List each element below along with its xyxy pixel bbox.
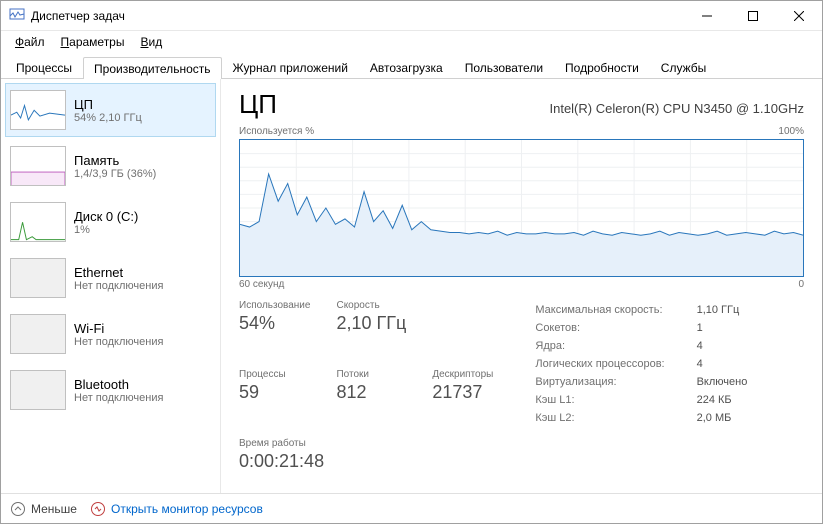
thumb-icon bbox=[10, 314, 66, 354]
usage-label: Использование bbox=[239, 300, 310, 311]
tab-5[interactable]: Подробности bbox=[554, 56, 650, 78]
menu-options[interactable]: Параметры bbox=[53, 33, 133, 51]
stat-key: Максимальная скорость: bbox=[535, 302, 694, 318]
stat-key: Ядра: bbox=[535, 338, 694, 354]
sidebar-item-title: Диск 0 (C:) bbox=[74, 209, 138, 224]
sidebar-item-sub: Нет подключения bbox=[74, 336, 163, 348]
menubar: Файл Параметры Вид bbox=[1, 31, 822, 53]
sidebar-item-4[interactable]: Wi-FiНет подключения bbox=[5, 307, 216, 361]
uptime-value: 0:00:21:48 bbox=[239, 451, 804, 472]
resmon-icon bbox=[91, 502, 105, 516]
sidebar-item-title: Wi-Fi bbox=[74, 321, 163, 336]
sidebar-item-title: Ethernet bbox=[74, 265, 163, 280]
thumb-icon bbox=[10, 146, 66, 186]
app-icon bbox=[9, 8, 25, 24]
stat-val: 4 bbox=[697, 338, 748, 354]
thumb-icon bbox=[10, 202, 66, 242]
processes-label: Процессы bbox=[239, 369, 310, 380]
stat-key: Кэш L2: bbox=[535, 410, 694, 426]
cpu-chart bbox=[239, 139, 804, 277]
menu-view[interactable]: Вид bbox=[132, 33, 170, 51]
stat-val: 1 bbox=[697, 320, 748, 336]
stat-val: 4 bbox=[697, 356, 748, 372]
thumb-icon bbox=[10, 258, 66, 298]
tab-1[interactable]: Производительность bbox=[83, 57, 221, 79]
sidebar-item-sub: 1% bbox=[74, 224, 138, 236]
content: ЦП54% 2,10 ГГцПамять1,4/3,9 ГБ (36%)Диск… bbox=[1, 79, 822, 493]
close-button[interactable] bbox=[776, 1, 822, 31]
sidebar-item-0[interactable]: ЦП54% 2,10 ГГц bbox=[5, 83, 216, 137]
handles-value: 21737 bbox=[432, 382, 493, 403]
cpu-name: Intel(R) Celeron(R) CPU N3450 @ 1.10GHz bbox=[549, 101, 804, 116]
main-panel: ЦП Intel(R) Celeron(R) CPU N3450 @ 1.10G… bbox=[221, 79, 822, 493]
sidebar-item-1[interactable]: Память1,4/3,9 ГБ (36%) bbox=[5, 139, 216, 193]
tabs: ПроцессыПроизводительностьЖурнал приложе… bbox=[1, 53, 822, 79]
resource-monitor-link[interactable]: Открыть монитор ресурсов bbox=[91, 502, 263, 516]
chart-x-right: 0 bbox=[798, 279, 804, 290]
footer: Меньше Открыть монитор ресурсов bbox=[1, 493, 822, 523]
usage-value: 54% bbox=[239, 313, 310, 334]
sidebar-item-title: Bluetooth bbox=[74, 377, 163, 392]
threads-label: Потоки bbox=[336, 369, 406, 380]
sidebar-item-title: Память bbox=[74, 153, 156, 168]
maximize-button[interactable] bbox=[730, 1, 776, 31]
tab-6[interactable]: Службы bbox=[650, 56, 717, 78]
stat-key: Логических процессоров: bbox=[535, 356, 694, 372]
stat-val: 2,0 МБ bbox=[697, 410, 748, 426]
fewer-details-link[interactable]: Меньше bbox=[11, 502, 77, 516]
main-title: ЦП bbox=[239, 89, 277, 120]
sidebar-item-sub: 54% 2,10 ГГц bbox=[74, 112, 142, 124]
sidebar-item-2[interactable]: Диск 0 (C:)1% bbox=[5, 195, 216, 249]
sidebar-item-sub: 1,4/3,9 ГБ (36%) bbox=[74, 168, 156, 180]
stats: Использование 54% Скорость 2,10 ГГц Процес… bbox=[239, 300, 804, 428]
sidebar-item-3[interactable]: EthernetНет подключения bbox=[5, 251, 216, 305]
stat-key: Кэш L1: bbox=[535, 392, 694, 408]
chart-y-right: 100% bbox=[778, 126, 804, 137]
titlebar: Диспетчер задач bbox=[1, 1, 822, 31]
chart-y-left: Используется % bbox=[239, 126, 314, 137]
window-title: Диспетчер задач bbox=[31, 9, 684, 23]
sidebar-item-title: ЦП bbox=[74, 97, 142, 112]
sidebar: ЦП54% 2,10 ГГцПамять1,4/3,9 ГБ (36%)Диск… bbox=[1, 79, 221, 493]
minimize-button[interactable] bbox=[684, 1, 730, 31]
tab-0[interactable]: Процессы bbox=[5, 56, 83, 78]
stat-key: Виртуализация: bbox=[535, 374, 694, 390]
tab-2[interactable]: Журнал приложений bbox=[222, 56, 359, 78]
handles-label: Дескрипторы bbox=[432, 369, 493, 380]
speed-value: 2,10 ГГц bbox=[336, 313, 406, 334]
uptime-label: Время работы bbox=[239, 438, 804, 449]
stats-right: Максимальная скорость:1,10 ГГцСокетов:1Я… bbox=[533, 300, 749, 428]
thumb-icon bbox=[10, 370, 66, 410]
tab-4[interactable]: Пользователи bbox=[454, 56, 554, 78]
sidebar-item-sub: Нет подключения bbox=[74, 280, 163, 292]
speed-label: Скорость bbox=[336, 300, 406, 311]
sidebar-item-5[interactable]: BluetoothНет подключения bbox=[5, 363, 216, 417]
stat-val: Включено bbox=[697, 374, 748, 390]
thumb-icon bbox=[10, 90, 66, 130]
threads-value: 812 bbox=[336, 382, 406, 403]
sidebar-item-sub: Нет подключения bbox=[74, 392, 163, 404]
stat-key: Сокетов: bbox=[535, 320, 694, 336]
window-controls bbox=[684, 1, 822, 31]
processes-value: 59 bbox=[239, 382, 310, 403]
menu-file[interactable]: Файл bbox=[7, 33, 53, 51]
chart-x-left: 60 секунд bbox=[239, 279, 284, 290]
stat-val: 1,10 ГГц bbox=[697, 302, 748, 318]
tab-3[interactable]: Автозагрузка bbox=[359, 56, 454, 78]
stat-val: 224 КБ bbox=[697, 392, 748, 408]
chevron-up-icon bbox=[11, 502, 25, 516]
